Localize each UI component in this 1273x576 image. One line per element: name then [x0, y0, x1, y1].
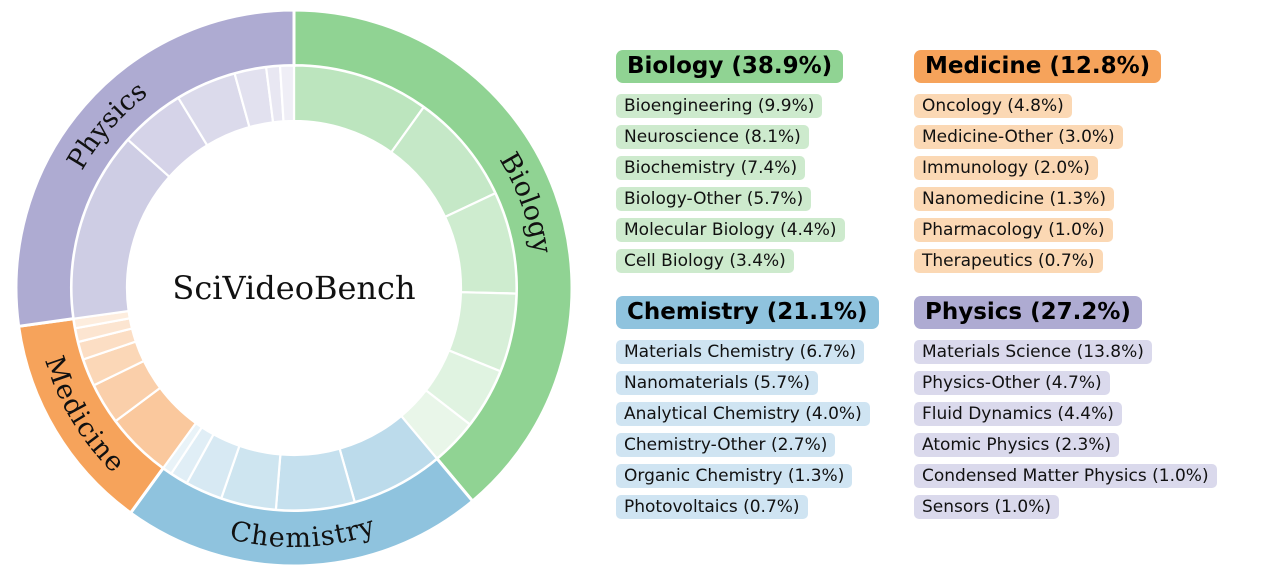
legend-item-nanomaterials: Nanomaterials (5.7%): [616, 371, 914, 395]
legend-item-cell-biology: Cell Biology (3.4%): [616, 249, 914, 273]
legend-item-biology-other: Biology-Other (5.7%): [616, 187, 914, 211]
legend-grid: Biology (38.9%) Bioengineering (9.9%) Neur…: [616, 50, 1265, 526]
legend-header-biology: Biology (38.9%): [616, 50, 844, 83]
legend-item-physics-other: Physics-Other (4.7%): [914, 371, 1265, 395]
legend-item-label: Therapeutics (0.7%): [914, 249, 1103, 273]
legend-item-label: Oncology (4.8%): [914, 94, 1072, 118]
legend-item-bioengineering: Bioengineering (9.9%): [616, 94, 914, 118]
legend-item-biochemistry: Biochemistry (7.4%): [616, 156, 914, 180]
legend-item-atomic-physics: Atomic Physics (2.3%): [914, 433, 1265, 457]
legend-panel-medicine: Medicine (12.8%) Oncology (4.8%) Medicine-…: [914, 50, 1265, 280]
legend-item-label: Atomic Physics (2.3%): [914, 433, 1120, 457]
legend-item-label: Fluid Dynamics (4.4%): [914, 402, 1122, 426]
legend-item-label: Nanomaterials (5.7%): [616, 371, 818, 395]
legend-item-label: Photovoltaics (0.7%): [616, 495, 808, 519]
legend-item-neuroscience: Neuroscience (8.1%): [616, 125, 914, 149]
legend-item-label: Cell Biology (3.4%): [616, 249, 794, 273]
legend-item-immunology: Immunology (2.0%): [914, 156, 1265, 180]
legend-item-nanomedicine: Nanomedicine (1.3%): [914, 187, 1265, 211]
legend-item-label: Pharmacology (1.0%): [914, 218, 1113, 242]
legend: Biology (38.9%) Bioengineering (9.9%) Neur…: [588, 0, 1273, 576]
legend-header-chemistry: Chemistry (21.1%): [616, 296, 879, 329]
legend-item-label: Analytical Chemistry (4.0%): [616, 402, 870, 426]
legend-item-therapeutics: Therapeutics (0.7%): [914, 249, 1265, 273]
legend-panel-biology: Biology (38.9%) Bioengineering (9.9%) Neur…: [616, 50, 914, 280]
legend-item-label: Medicine-Other (3.0%): [914, 125, 1123, 149]
legend-panel-physics: Physics (27.2%) Materials Science (13.8%)…: [914, 296, 1265, 526]
legend-item-label: Condensed Matter Physics (1.0%): [914, 464, 1217, 488]
legend-item-label: Nanomedicine (1.3%): [914, 187, 1115, 211]
legend-item-chemistry-other: Chemistry-Other (2.7%): [616, 433, 914, 457]
legend-item-label: Bioengineering (9.9%): [616, 94, 823, 118]
legend-item-label: Biochemistry (7.4%): [616, 156, 806, 180]
arc-sensors: [278, 64, 296, 123]
legend-item-label: Sensors (1.0%): [914, 495, 1059, 519]
legend-item-condensed-matter-physics: Condensed Matter Physics (1.0%): [914, 464, 1265, 488]
legend-panel-chemistry: Chemistry (21.1%) Materials Chemistry (6.…: [616, 296, 914, 526]
legend-item-label: Materials Chemistry (6.7%): [616, 340, 865, 364]
legend-item-materials-science: Materials Science (13.8%): [914, 340, 1265, 364]
legend-item-analytical-chemistry: Analytical Chemistry (4.0%): [616, 402, 914, 426]
legend-item-organic-chemistry: Organic Chemistry (1.3%): [616, 464, 914, 488]
legend-item-label: Neuroscience (8.1%): [616, 125, 809, 149]
legend-item-label: Physics-Other (4.7%): [914, 371, 1110, 395]
legend-item-molecular-biology: Molecular Biology (4.4%): [616, 218, 914, 242]
legend-item-fluid-dynamics: Fluid Dynamics (4.4%): [914, 402, 1265, 426]
legend-header-physics: Physics (27.2%): [914, 296, 1142, 329]
legend-header-medicine: Medicine (12.8%): [914, 50, 1162, 83]
legend-item-pharmacology: Pharmacology (1.0%): [914, 218, 1265, 242]
arc-nanomaterials: [274, 447, 357, 512]
sunburst-chart: Biology Chemistry Medicine Physics SciVideoB…: [0, 0, 588, 576]
legend-item-label: Immunology (2.0%): [914, 156, 1098, 180]
legend-item-medicine-other: Medicine-Other (3.0%): [914, 125, 1265, 149]
legend-item-oncology: Oncology (4.8%): [914, 94, 1265, 118]
legend-item-label: Chemistry-Other (2.7%): [616, 433, 836, 457]
sunburst-svg: BiologyChemistryMedicinePhysicsSciVideoB…: [14, 8, 574, 568]
legend-item-photovoltaics: Photovoltaics (0.7%): [616, 495, 914, 519]
legend-item-materials-chemistry: Materials Chemistry (6.7%): [616, 340, 914, 364]
legend-item-sensors: Sensors (1.0%): [914, 495, 1265, 519]
chart-center-title: SciVideoBench: [172, 269, 415, 307]
legend-item-label: Organic Chemistry (1.3%): [616, 464, 853, 488]
legend-item-label: Materials Science (13.8%): [914, 340, 1152, 364]
legend-item-label: Biology-Other (5.7%): [616, 187, 812, 211]
legend-item-label: Molecular Biology (4.4%): [616, 218, 845, 242]
